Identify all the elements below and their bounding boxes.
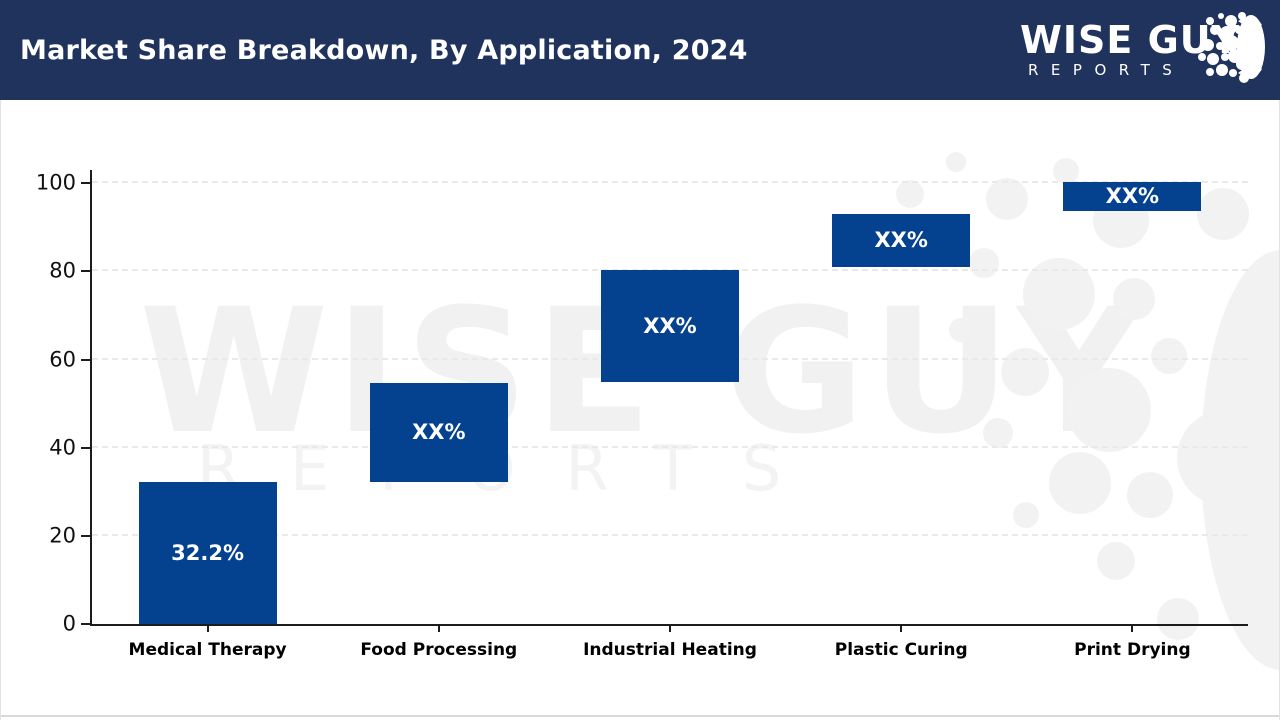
wise-guy-logo-graphic: WISE GUY REPORTS xyxy=(1020,12,1265,83)
header: Market Share Breakdown, By Application, … xyxy=(0,0,1280,100)
x-axis-label-print-drying: Print Drying xyxy=(1074,640,1191,660)
x-tick-mark xyxy=(669,624,671,632)
x-axis-label-plastic-curing: Plastic Curing xyxy=(834,640,968,660)
bottom-rule xyxy=(1,715,1279,717)
y-tick-mark xyxy=(81,358,90,361)
gridline xyxy=(92,445,1248,448)
y-tick-mark xyxy=(81,446,90,449)
brand-logo: WISE GUY REPORTS xyxy=(1014,9,1266,91)
gridline xyxy=(92,181,1248,184)
x-tick-mark xyxy=(1131,624,1134,632)
bar-value-label: XX% xyxy=(1105,184,1160,209)
plot-area: 0 20 40 60 80 100 32.2% Medical Therapy XX% Food … xyxy=(36,170,1248,660)
bar-plastic-curing: XX% xyxy=(832,213,971,268)
x-axis-label-medical-therapy: Medical Therapy xyxy=(128,640,287,660)
y-tick-mark xyxy=(81,182,90,185)
page-title: Market Share Breakdown, By Application, … xyxy=(20,34,748,66)
bar-industrial-heating: XX% xyxy=(601,270,739,383)
y-tick-label: 20 xyxy=(49,523,76,548)
gridline xyxy=(92,533,1248,536)
chart-area: WISE GUY REPORTS 0 20 40 60 80 100 32.2% Medica… xyxy=(0,100,1280,720)
y-tick-mark xyxy=(81,270,90,273)
x-tick-mark xyxy=(900,624,903,632)
y-tick-mark xyxy=(81,534,90,537)
logo-subtext: REPORTS xyxy=(1028,61,1184,79)
y-tick-label: 0 xyxy=(62,611,76,636)
y-tick-label: 60 xyxy=(49,347,76,372)
head-dots-icon xyxy=(1198,12,1265,83)
y-tick-mark xyxy=(81,623,90,625)
bar-value-label: 32.2% xyxy=(171,540,245,565)
bar-value-label: XX% xyxy=(643,313,697,338)
y-tick-label: 40 xyxy=(49,435,76,460)
x-tick-mark xyxy=(206,624,209,632)
y-tick-label: 80 xyxy=(49,258,76,283)
bar-medical-therapy: 32.2% xyxy=(138,482,277,624)
x-axis-label-industrial-heating: Industrial Heating xyxy=(583,640,757,660)
bar-print-drying: XX% xyxy=(1063,182,1202,211)
bar-food-processing: XX% xyxy=(369,383,508,483)
y-tick-label: 100 xyxy=(35,170,76,195)
bar-value-label: XX% xyxy=(874,228,928,253)
x-axis-label-food-processing: Food Processing xyxy=(360,640,518,660)
bar-value-label: XX% xyxy=(412,420,466,445)
x-tick-mark xyxy=(437,624,440,632)
